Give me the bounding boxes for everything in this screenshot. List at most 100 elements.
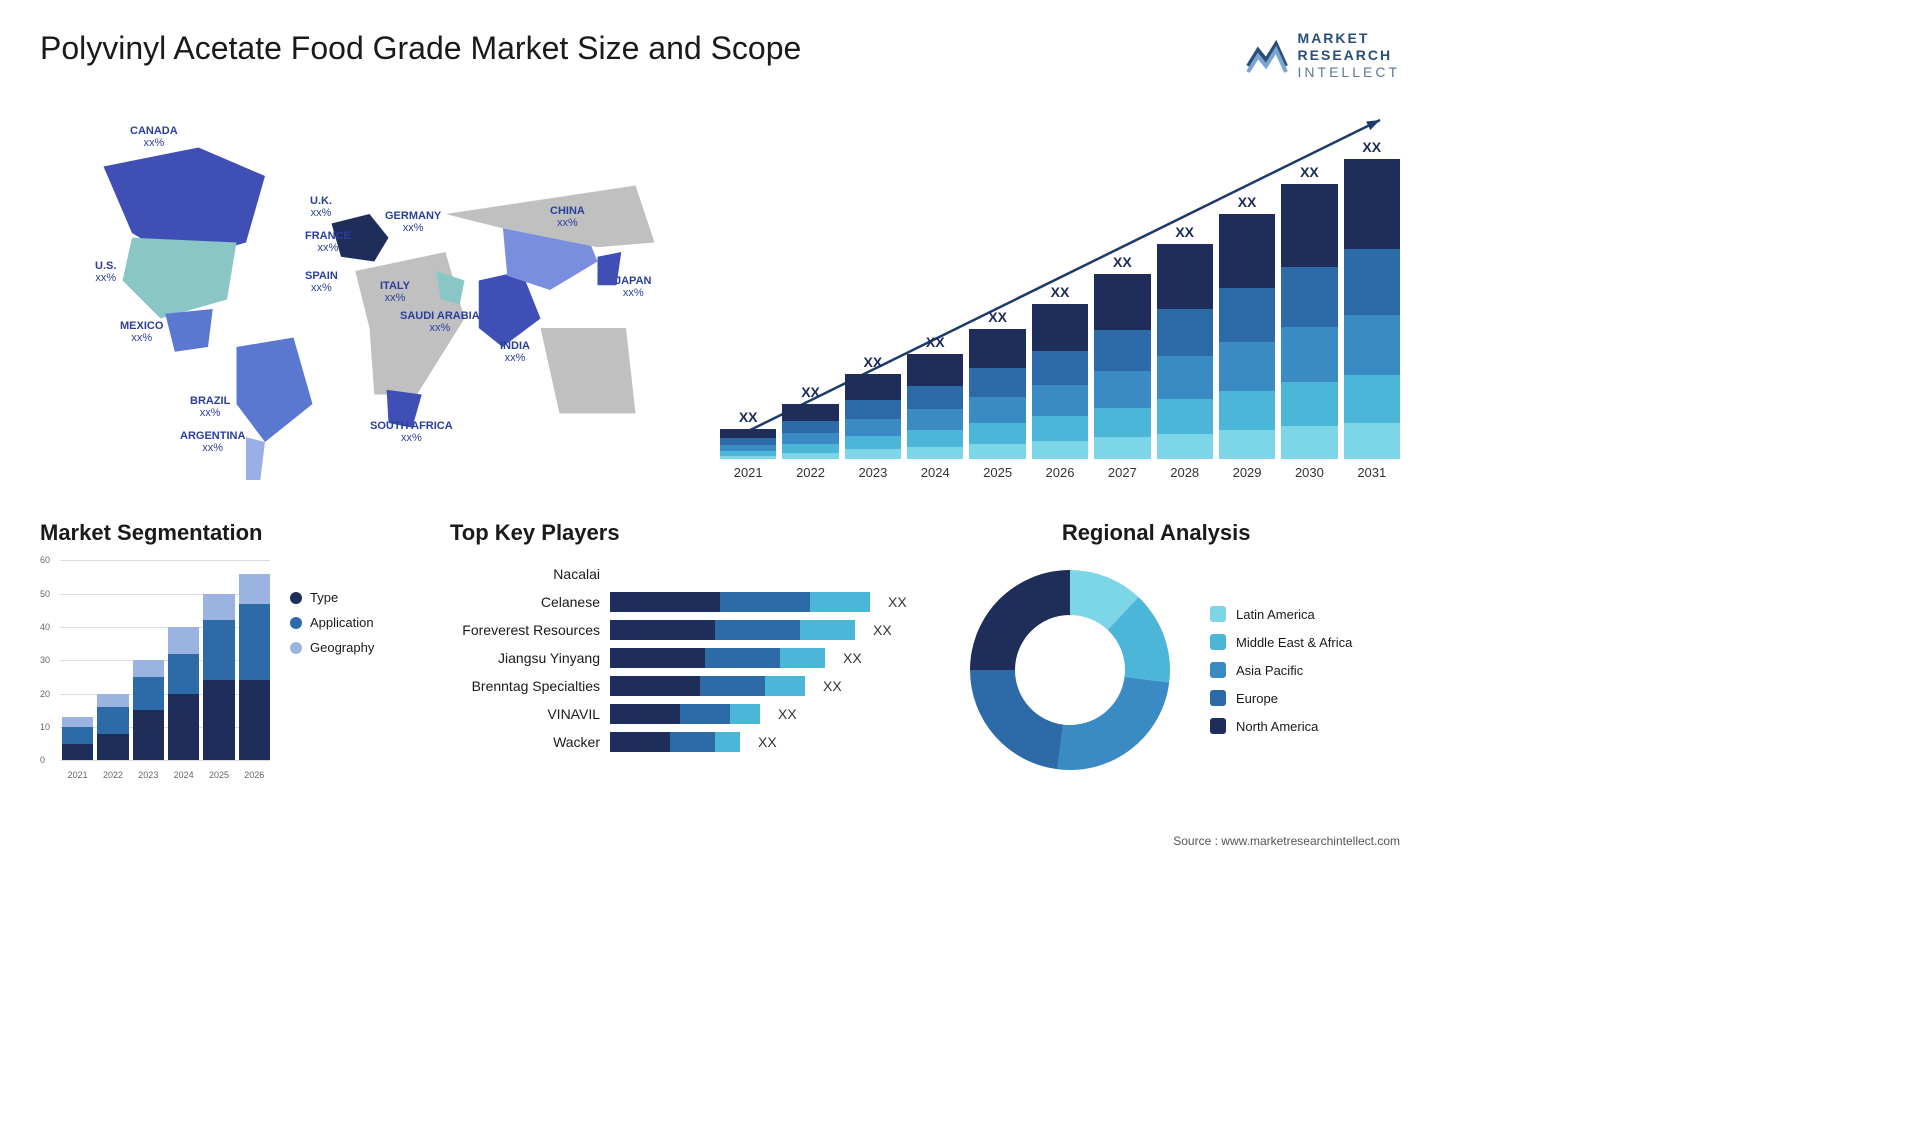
forecast-bar	[845, 374, 901, 459]
player-name: Wacker	[450, 734, 600, 750]
regional-title: Regional Analysis	[960, 520, 1352, 546]
player-name: Nacalai	[450, 566, 600, 582]
forecast-value-label: XX	[1362, 139, 1381, 155]
player-name: Jiangsu Yinyang	[450, 650, 600, 666]
forecast-bar	[1032, 304, 1088, 459]
seg-legend-item: Geography	[290, 640, 374, 655]
seg-ytick: 0	[40, 755, 45, 765]
seg-ytick: 10	[40, 722, 50, 732]
map-label: GERMANYxx%	[385, 210, 441, 234]
brand-logo: MARKET RESEARCH INTELLECT	[1244, 30, 1400, 80]
region-legend-item: Asia Pacific	[1210, 662, 1352, 678]
seg-ytick: 40	[40, 622, 50, 632]
forecast-value-label: XX	[1113, 254, 1132, 270]
player-value-label: XX	[873, 622, 892, 638]
world-map-chart: CANADAxx%U.S.xx%MEXICOxx%BRAZILxx%ARGENT…	[40, 100, 680, 480]
logo-line3: INTELLECT	[1298, 64, 1400, 81]
seg-bar	[203, 594, 234, 761]
source-text: Source : www.marketresearchintellect.com	[1173, 834, 1400, 848]
forecast-column: XX2028	[1157, 224, 1213, 480]
forecast-bar	[1157, 244, 1213, 459]
forecast-bar	[1281, 184, 1337, 459]
region-legend-item: Middle East & Africa	[1210, 634, 1352, 650]
forecast-column: XX 2030	[1281, 164, 1337, 480]
forecast-value-label: XX	[1238, 194, 1257, 210]
player-value-label: XX	[843, 650, 862, 666]
player-bar	[610, 732, 740, 752]
seg-bar	[133, 660, 164, 760]
forecast-value-label: XX	[1175, 224, 1194, 240]
segmentation-title: Market Segmentation	[40, 520, 420, 546]
player-name: Brenntag Specialties	[450, 678, 600, 694]
forecast-column: XX2021	[720, 409, 776, 480]
players-title: Top Key Players	[450, 520, 930, 546]
forecast-year-label: 2022	[796, 465, 825, 480]
forecast-year-label: 2026	[1046, 465, 1075, 480]
logo-glyph	[1244, 32, 1290, 78]
region-legend-item: Latin America	[1210, 606, 1352, 622]
player-bar	[610, 620, 855, 640]
seg-ytick: 20	[40, 689, 50, 699]
player-value-label: XX	[888, 594, 907, 610]
map-label: BRAZILxx%	[190, 395, 230, 419]
player-row: WackerXX	[450, 728, 930, 756]
player-row: VINAVILXX	[450, 700, 930, 728]
player-value-label: XX	[778, 706, 797, 722]
seg-bar	[97, 694, 128, 761]
player-name: Celanese	[450, 594, 600, 610]
forecast-value-label: XX	[1051, 284, 1070, 300]
seg-year-label: 2023	[133, 770, 164, 780]
forecast-column: XX 2027	[1094, 254, 1150, 480]
forecast-column: XX 2026	[1032, 284, 1088, 480]
logo-line1: MARKET	[1298, 30, 1400, 47]
map-label: U.S.xx%	[95, 260, 116, 284]
forecast-bar	[1219, 214, 1275, 459]
seg-year-label: 2024	[168, 770, 199, 780]
forecast-value-label: XX	[988, 309, 1007, 325]
seg-year-label: 2026	[239, 770, 270, 780]
map-label: SPAINxx%	[305, 270, 338, 294]
player-name: Foreverest Resources	[450, 622, 600, 638]
seg-year-label: 2021	[62, 770, 93, 780]
map-label: ITALYxx%	[380, 280, 410, 304]
forecast-column: XX2023	[845, 354, 901, 480]
player-row: Jiangsu Yinyang XX	[450, 644, 930, 672]
map-label: CHINAxx%	[550, 205, 585, 229]
forecast-bar-chart: XX2021XX2022XX2023XX2024XX2025XX2026XX20…	[720, 100, 1400, 480]
forecast-year-label: 2031	[1357, 465, 1386, 480]
map-label: SOUTH AFRICAxx%	[370, 420, 453, 444]
page-title: Polyvinyl Acetate Food Grade Market Size…	[40, 30, 801, 67]
seg-bar	[168, 627, 199, 760]
forecast-bar	[782, 404, 838, 459]
forecast-value-label: XX	[801, 384, 820, 400]
seg-bar	[62, 717, 93, 760]
forecast-column: XX 2031	[1344, 139, 1400, 480]
seg-legend-item: Type	[290, 590, 374, 605]
forecast-year-label: 2024	[921, 465, 950, 480]
map-label: FRANCExx%	[305, 230, 351, 254]
forecast-year-label: 2027	[1108, 465, 1137, 480]
forecast-column: XX 2022	[782, 384, 838, 480]
player-row: Foreverest Resources XX	[450, 616, 930, 644]
forecast-value-label: XX	[1300, 164, 1319, 180]
forecast-value-label: XX	[926, 334, 945, 350]
map-label: INDIAxx%	[500, 340, 530, 364]
seg-year-label: 2025	[203, 770, 234, 780]
forecast-bar	[969, 329, 1025, 459]
map-label: MEXICOxx%	[120, 320, 163, 344]
seg-ytick: 60	[40, 555, 50, 565]
logo-line2: RESEARCH	[1298, 47, 1400, 64]
forecast-column: XX2029	[1219, 194, 1275, 480]
forecast-year-label: 2030	[1295, 465, 1324, 480]
player-row: Nacalai	[450, 560, 930, 588]
player-bar	[610, 648, 825, 668]
forecast-value-label: XX	[864, 354, 883, 370]
forecast-bar	[1094, 274, 1150, 459]
forecast-bar	[907, 354, 963, 459]
forecast-column: XX2025	[969, 309, 1025, 480]
segmentation-legend: TypeApplicationGeography	[290, 560, 374, 780]
region-legend-item: Europe	[1210, 690, 1352, 706]
regional-donut-chart	[960, 560, 1180, 780]
map-label: JAPANxx%	[615, 275, 651, 299]
seg-ytick: 50	[40, 589, 50, 599]
